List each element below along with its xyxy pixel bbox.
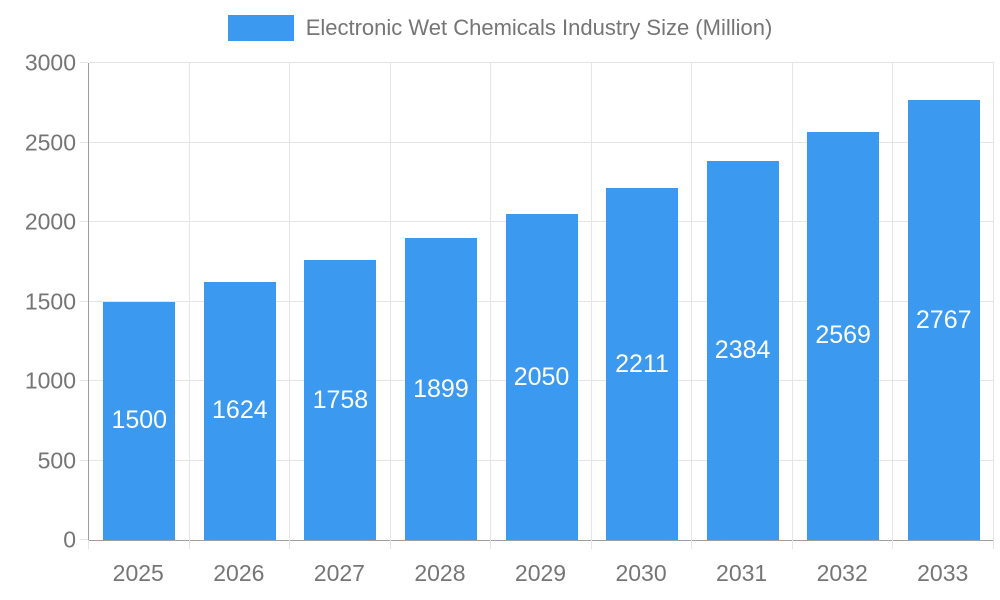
x-axis-tick bbox=[590, 540, 592, 549]
gridline-vertical bbox=[892, 63, 894, 540]
x-axis-tick bbox=[188, 540, 190, 549]
gridline-vertical bbox=[590, 63, 592, 540]
bar: 2211 bbox=[606, 188, 679, 540]
bar: 1624 bbox=[203, 281, 276, 540]
y-axis-tick bbox=[80, 539, 88, 540]
y-tick-label: 3000 bbox=[24, 49, 76, 76]
y-axis-labels: 0 500 1000 1500 2000 2500 3000 bbox=[0, 51, 76, 551]
bar-value-label: 1758 bbox=[312, 385, 369, 414]
bar-value-label: 2211 bbox=[615, 349, 669, 378]
legend-label: Electronic Wet Chemicals Industry Size (… bbox=[305, 15, 773, 40]
x-axis-tick bbox=[389, 540, 391, 549]
y-axis-tick bbox=[80, 62, 88, 63]
x-tick-label: 2031 bbox=[716, 560, 768, 586]
legend-swatch bbox=[227, 15, 294, 41]
bar-value-label: 2050 bbox=[513, 362, 570, 391]
gridline-horizontal bbox=[89, 62, 994, 63]
y-axis-tick bbox=[80, 221, 88, 223]
y-tick-label: 500 bbox=[37, 447, 76, 474]
y-axis-tick bbox=[80, 459, 88, 461]
gridline-vertical bbox=[490, 63, 492, 540]
gridline-vertical bbox=[289, 63, 291, 540]
bar-value-label: 2384 bbox=[714, 335, 771, 364]
x-tick-label: 2027 bbox=[313, 560, 365, 586]
bar: 1899 bbox=[404, 238, 477, 540]
gridline-vertical bbox=[993, 63, 994, 540]
bar: 2569 bbox=[807, 131, 880, 540]
y-tick-label: 1000 bbox=[24, 367, 76, 394]
y-tick-label: 0 bbox=[63, 526, 76, 553]
x-tick-label: 2025 bbox=[112, 560, 164, 586]
x-axis-tick bbox=[691, 540, 693, 549]
y-axis-tick bbox=[80, 141, 88, 143]
x-tick-label: 2026 bbox=[213, 560, 265, 586]
y-tick-label: 2500 bbox=[24, 129, 76, 155]
y-axis-tick bbox=[80, 300, 88, 302]
bar-value-label: 2767 bbox=[915, 305, 972, 334]
gridline-vertical bbox=[188, 63, 190, 540]
bar: 1500 bbox=[103, 301, 176, 540]
gridline-vertical bbox=[691, 63, 693, 540]
bar: 2767 bbox=[907, 100, 980, 540]
y-tick-label: 1500 bbox=[24, 288, 76, 314]
x-axis-tick bbox=[289, 540, 291, 549]
x-axis-tick bbox=[993, 540, 994, 549]
x-tick-label: 2030 bbox=[615, 560, 667, 586]
plot-area: 1500 1624 1758 1899 2050 2211 2384 2569 2767 bbox=[80, 62, 994, 549]
x-axis-tick bbox=[791, 540, 793, 549]
x-tick-label: 2032 bbox=[816, 560, 868, 586]
x-axis-tick bbox=[892, 540, 894, 549]
bar-value-label: 1624 bbox=[212, 396, 268, 425]
bar: 2384 bbox=[706, 160, 779, 540]
gridline-vertical bbox=[389, 63, 391, 540]
gridline-horizontal bbox=[89, 141, 994, 143]
bar: 2050 bbox=[505, 214, 578, 540]
y-tick-label: 2000 bbox=[24, 208, 76, 235]
gridline-vertical bbox=[791, 63, 793, 540]
bar-value-label: 1899 bbox=[413, 374, 469, 403]
bar-value-label: 2569 bbox=[815, 321, 871, 350]
x-tick-label: 2029 bbox=[514, 560, 567, 586]
x-axis-tick bbox=[490, 540, 492, 549]
x-tick-label: 2033 bbox=[917, 560, 969, 586]
x-tick-label: 2028 bbox=[414, 560, 466, 586]
y-axis-tick bbox=[80, 380, 88, 382]
x-axis-tick bbox=[88, 540, 89, 549]
bar-value-label: 1500 bbox=[111, 406, 168, 435]
bar: 1758 bbox=[304, 260, 377, 540]
chart-legend[interactable]: Electronic Wet Chemicals Industry Size (… bbox=[0, 15, 1000, 41]
x-axis-labels: 2025 2026 2027 2028 2029 2030 2031 2032 2033 bbox=[88, 556, 993, 590]
